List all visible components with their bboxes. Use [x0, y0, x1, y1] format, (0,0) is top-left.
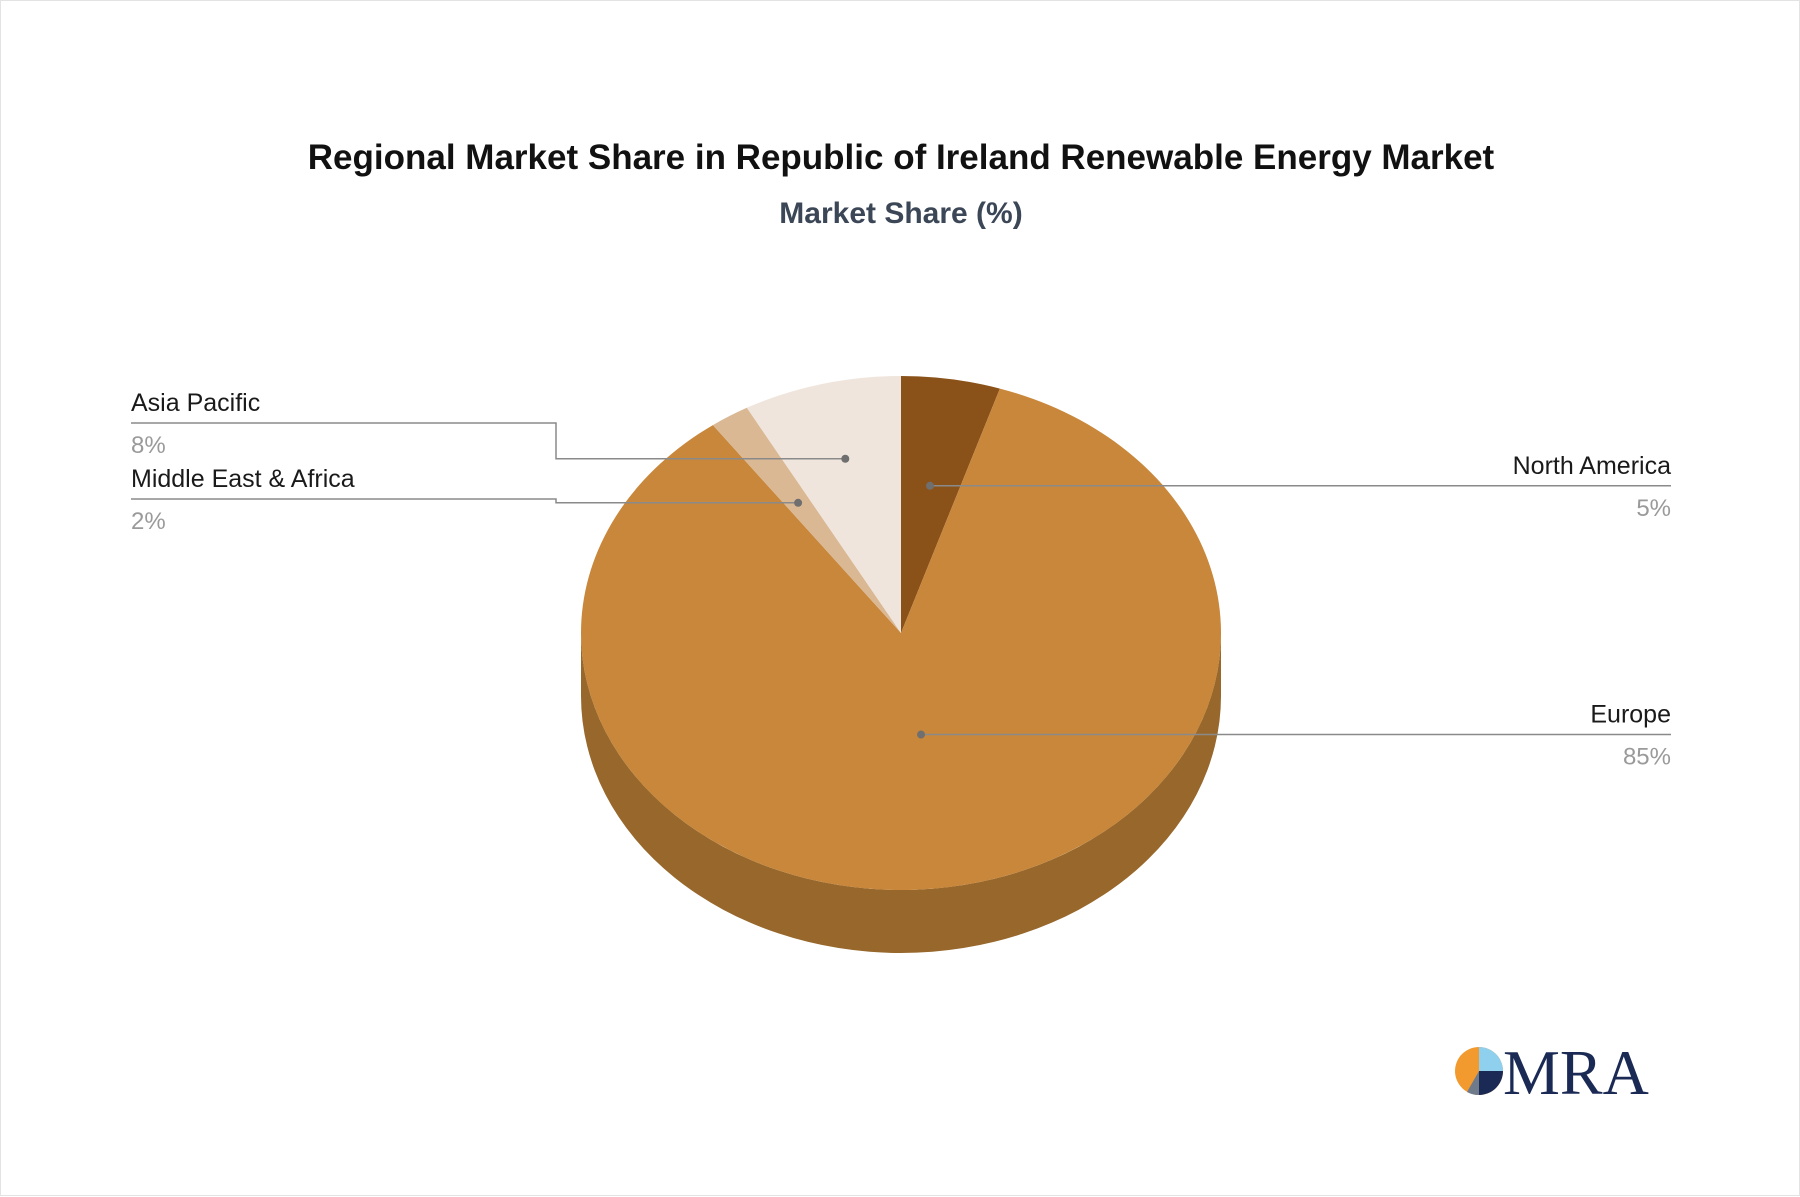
leader-dot-north-america — [926, 481, 935, 490]
chart-subtitle: Market Share (%) — [779, 197, 1022, 230]
leader-line-asia-pacific — [131, 422, 846, 460]
pie-slices — [581, 376, 1222, 891]
pie-labels: North America 5% Europe 85% Middle East & Af… — [131, 389, 1671, 771]
mra-logo: MRA — [1455, 1037, 1649, 1108]
pie-slice-north-america[interactable] — [901, 376, 1000, 633]
label-group-middle-east-and-africa: Middle East & Africa 2% — [131, 465, 803, 535]
leader-dot-asia-pacific — [841, 454, 850, 463]
pie-side-walls — [581, 633, 1221, 953]
leader-line-middle-east-and-africa — [131, 498, 799, 504]
value-label-north-america: 5% — [1636, 495, 1671, 522]
pie-slice-europe[interactable] — [581, 388, 1222, 891]
value-label-asia-pacific: 8% — [131, 432, 166, 459]
category-label-asia-pacific: Asia Pacific — [131, 389, 260, 417]
category-label-europe: Europe — [1590, 701, 1671, 729]
label-group-north-america: North America 5% — [926, 452, 1671, 522]
mra-logo-icon — [1455, 1047, 1503, 1096]
pie-slice-middle-east-and-africa[interactable] — [712, 407, 901, 633]
leader-dot-middle-east-and-africa — [794, 498, 803, 507]
pie-slice-asia-pacific[interactable] — [746, 376, 901, 633]
category-label-middle-east-and-africa: Middle East & Africa — [131, 465, 355, 493]
label-group-europe: Europe 85% — [917, 701, 1671, 771]
category-label-north-america: North America — [1513, 452, 1671, 480]
leader-dot-europe — [917, 730, 926, 739]
pie-side-europe — [581, 633, 1221, 953]
value-label-europe: 85% — [1623, 744, 1671, 771]
chart-title: Regional Market Share in Republic of Ire… — [308, 138, 1495, 177]
label-group-asia-pacific: Asia Pacific 8% — [131, 389, 850, 463]
value-label-middle-east-and-africa: 2% — [131, 508, 166, 535]
mra-logo-text: MRA — [1503, 1037, 1649, 1108]
